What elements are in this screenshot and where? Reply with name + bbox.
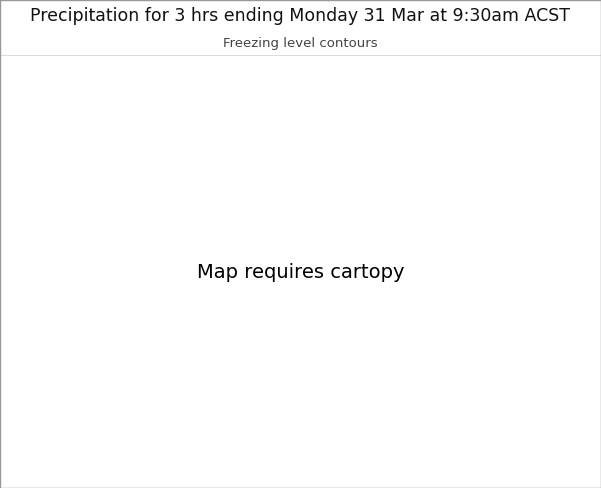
Text: Map requires cartopy: Map requires cartopy [197, 263, 404, 282]
Text: Freezing level contours: Freezing level contours [223, 37, 378, 50]
Text: Precipitation for 3 hrs ending Monday 31 Mar at 9:30am ACST: Precipitation for 3 hrs ending Monday 31… [31, 7, 570, 25]
